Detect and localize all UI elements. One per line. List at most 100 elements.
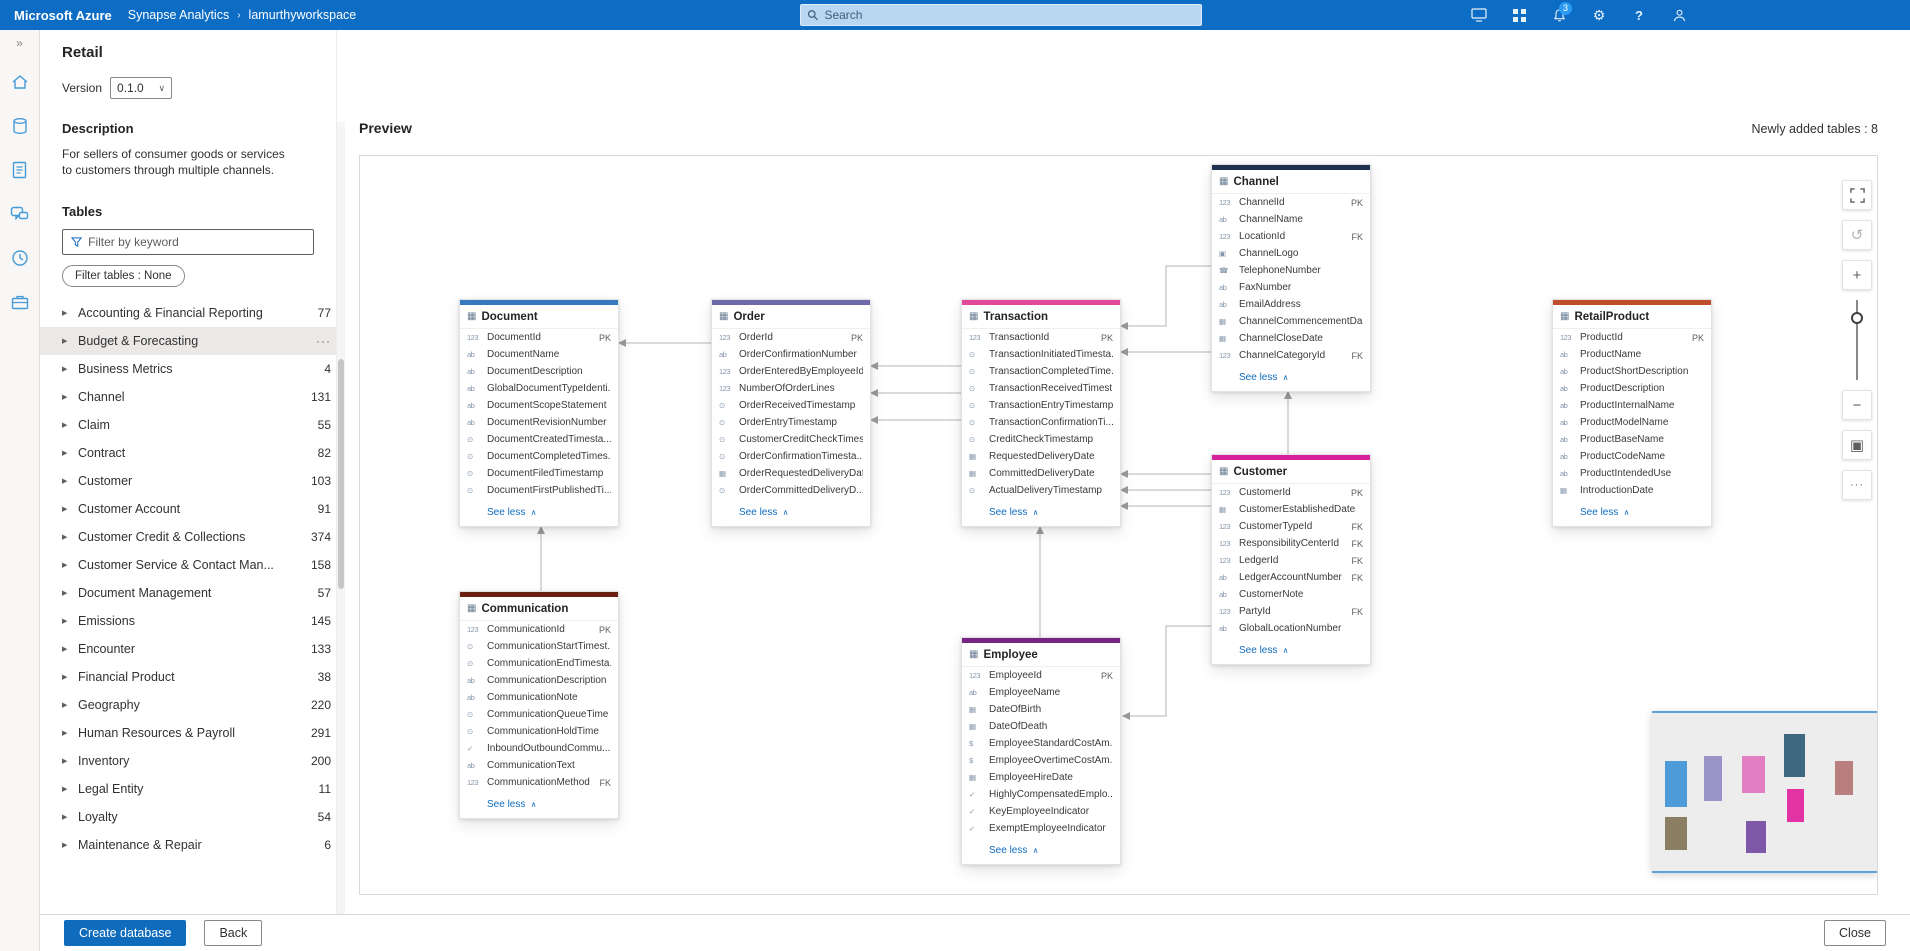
table-category-business-metrics[interactable]: ▶ Business Metrics 4 bbox=[40, 355, 345, 383]
table-category-document-management[interactable]: ▶ Document Management 57 bbox=[40, 579, 345, 607]
azure-topbar: Microsoft Azure Synapse Analytics › lamu… bbox=[0, 0, 1910, 30]
panel-scrollbar-thumb[interactable] bbox=[338, 359, 344, 589]
table-category-emissions[interactable]: ▶ Emissions 145 bbox=[40, 607, 345, 635]
table-category-maintenance-repair[interactable]: ▶ Maintenance & Repair 6 bbox=[40, 831, 345, 859]
field-type-icon: ⊙ bbox=[719, 435, 725, 444]
zoom-slider[interactable] bbox=[1842, 300, 1872, 380]
field-type-icon: ▦ bbox=[969, 722, 976, 731]
diagram-table-document[interactable]: ▦ Document 123 DocumentId PK ab DocumentName ab… bbox=[459, 299, 619, 527]
version-dropdown[interactable]: 0.1.0 ∨ bbox=[110, 77, 173, 99]
see-less-link[interactable]: See less ∧ bbox=[739, 507, 789, 518]
breadcrumb-product[interactable]: Synapse Analytics bbox=[127, 8, 230, 22]
table-category-accounting-financial-reporting[interactable]: ▶ Accounting & Financial Reporting 77 bbox=[40, 299, 345, 327]
diagram-table-communication[interactable]: ▦ Communication 123 CommunicationId PK ⊙ Commu… bbox=[459, 591, 619, 819]
diagram-minimap[interactable] bbox=[1652, 711, 1877, 873]
table-category-loyalty[interactable]: ▶ Loyalty 54 bbox=[40, 803, 345, 831]
diagram-table-retailproduct[interactable]: ▦ RetailProduct 123 ProductId PK ab ProductNam… bbox=[1552, 299, 1712, 527]
chevron-right-icon: ▶ bbox=[62, 758, 68, 766]
nav-collapse-icon[interactable]: » bbox=[16, 36, 23, 50]
create-database-button[interactable]: Create database bbox=[64, 920, 187, 946]
table-filter-field[interactable] bbox=[62, 229, 314, 256]
table-category-legal-entity[interactable]: ▶ Legal Entity 11 bbox=[40, 775, 345, 803]
table-category-customer[interactable]: ▶ Customer 103 bbox=[40, 467, 345, 495]
panel-scrollbar[interactable] bbox=[337, 122, 345, 914]
nav-manage-icon[interactable] bbox=[0, 280, 40, 324]
see-less-link[interactable]: See less ∧ bbox=[1239, 372, 1289, 383]
nav-monitor-icon[interactable] bbox=[0, 236, 40, 280]
undo-button[interactable]: ↺ bbox=[1842, 220, 1872, 250]
table-category-budget-forecasting[interactable]: ▶ Budget & Forecasting ··· bbox=[40, 327, 345, 356]
field-type-icon: ab bbox=[467, 367, 475, 376]
category-more-icon[interactable]: ··· bbox=[316, 334, 331, 349]
zoom-slider-handle[interactable] bbox=[1851, 312, 1863, 324]
table-category-encounter[interactable]: ▶ Encounter 133 bbox=[40, 635, 345, 663]
diagram-table-order[interactable]: ▦ Order 123 OrderId PK ab OrderConfirmationNum… bbox=[711, 299, 871, 527]
account-person-icon[interactable] bbox=[1663, 0, 1695, 30]
more-options-button[interactable]: ··· bbox=[1842, 470, 1872, 500]
field-name: EmailAddress bbox=[1239, 299, 1301, 310]
field-name: FaxNumber bbox=[1239, 282, 1292, 293]
field-type-icon: ⊙ bbox=[969, 435, 975, 444]
zoom-out-button[interactable]: − bbox=[1842, 390, 1872, 420]
diagram-table-customer[interactable]: ▦ Customer 123 CustomerId PK ▦ CustomerEstabli… bbox=[1211, 454, 1371, 665]
see-less-link[interactable]: See less ∧ bbox=[989, 845, 1039, 856]
field-type-icon: ▦ bbox=[719, 469, 726, 478]
close-button[interactable]: Close bbox=[1824, 920, 1886, 946]
nav-integrate-icon[interactable] bbox=[0, 192, 40, 236]
see-less-link[interactable]: See less ∧ bbox=[1580, 507, 1630, 518]
table-category-customer-credit-collections[interactable]: ▶ Customer Credit & Collections 374 bbox=[40, 523, 345, 551]
minimap-toggle-button[interactable]: ▣ bbox=[1842, 430, 1872, 460]
table-category-geography[interactable]: ▶ Geography 220 bbox=[40, 691, 345, 719]
table-category-list: ▶ Accounting & Financial Reporting 77 ▶ Budg… bbox=[40, 299, 345, 859]
field-type-icon: ⊙ bbox=[969, 418, 975, 427]
category-count: 11 bbox=[318, 782, 331, 797]
nav-home-icon[interactable] bbox=[0, 60, 40, 104]
category-label: Customer Credit & Collections bbox=[78, 530, 246, 545]
field-type-icon: ⊙ bbox=[719, 418, 725, 427]
filter-tables-chip[interactable]: Filter tables : None bbox=[62, 265, 185, 288]
diagram-table-transaction[interactable]: ▦ Transaction 123 TransactionId PK ⊙ Transacti… bbox=[961, 299, 1121, 527]
category-count: 145 bbox=[310, 614, 331, 629]
feedback-icon[interactable] bbox=[1463, 0, 1495, 30]
help-icon[interactable]: ? bbox=[1623, 0, 1655, 30]
notifications-bell-icon[interactable]: 3 bbox=[1543, 0, 1575, 30]
directory-grid-icon[interactable] bbox=[1503, 0, 1535, 30]
diagram-table-employee[interactable]: ▦ Employee 123 EmployeeId PK ab EmployeeName ▦ D… bbox=[961, 637, 1121, 865]
field-type-icon: 123 bbox=[467, 625, 479, 634]
breadcrumb-workspace[interactable]: lamurthyworkspace bbox=[248, 8, 357, 22]
see-less-link[interactable]: See less ∧ bbox=[487, 799, 537, 810]
table-name: Customer bbox=[1233, 465, 1288, 478]
table-category-customer-service-contact-man[interactable]: ▶ Customer Service & Contact Man... 158 bbox=[40, 551, 345, 579]
table-field-row: ⊙ TransactionInitiatedTimesta... bbox=[962, 346, 1120, 363]
diagram-table-channel[interactable]: ▦ Channel 123 ChannelId PK ab ChannelName 123 Lo… bbox=[1211, 164, 1371, 392]
nav-data-icon[interactable] bbox=[0, 104, 40, 148]
category-label: Customer Service & Contact Man... bbox=[78, 558, 274, 573]
fit-to-screen-button[interactable] bbox=[1842, 180, 1872, 210]
see-less-link[interactable]: See less ∧ bbox=[1239, 645, 1289, 656]
nav-develop-icon[interactable] bbox=[0, 148, 40, 192]
see-less-link[interactable]: See less ∧ bbox=[989, 507, 1039, 518]
table-header: ▦ Channel bbox=[1212, 170, 1370, 194]
zoom-slider-track bbox=[1856, 300, 1858, 380]
settings-gear-icon[interactable]: ⚙ bbox=[1583, 0, 1615, 30]
see-less-link[interactable]: See less ∧ bbox=[487, 507, 537, 518]
search-input[interactable] bbox=[824, 8, 1195, 22]
page-title: Retail bbox=[62, 44, 103, 61]
global-search[interactable] bbox=[800, 4, 1202, 26]
zoom-in-button[interactable]: + bbox=[1842, 260, 1872, 290]
table-category-human-resources-payroll[interactable]: ▶ Human Resources & Payroll 291 bbox=[40, 719, 345, 747]
table-filter-input[interactable] bbox=[88, 235, 305, 250]
er-diagram-canvas[interactable]: ▦ Document 123 DocumentId PK ab DocumentName ab… bbox=[359, 155, 1878, 895]
table-field-row: ab CommunicationDescription bbox=[460, 672, 618, 689]
table-category-customer-account[interactable]: ▶ Customer Account 91 bbox=[40, 495, 345, 523]
table-name: Employee bbox=[983, 648, 1038, 661]
table-category-claim[interactable]: ▶ Claim 55 bbox=[40, 411, 345, 439]
table-category-financial-product[interactable]: ▶ Financial Product 38 bbox=[40, 663, 345, 691]
azure-brand[interactable]: Microsoft Azure bbox=[14, 7, 112, 23]
table-category-inventory[interactable]: ▶ Inventory 200 bbox=[40, 747, 345, 775]
field-name: ProductModelName bbox=[1580, 417, 1669, 428]
field-name: TransactionInitiatedTimesta... bbox=[989, 349, 1113, 360]
table-category-contract[interactable]: ▶ Contract 82 bbox=[40, 439, 345, 467]
back-button[interactable]: Back bbox=[204, 920, 263, 946]
table-category-channel[interactable]: ▶ Channel 131 bbox=[40, 383, 345, 411]
